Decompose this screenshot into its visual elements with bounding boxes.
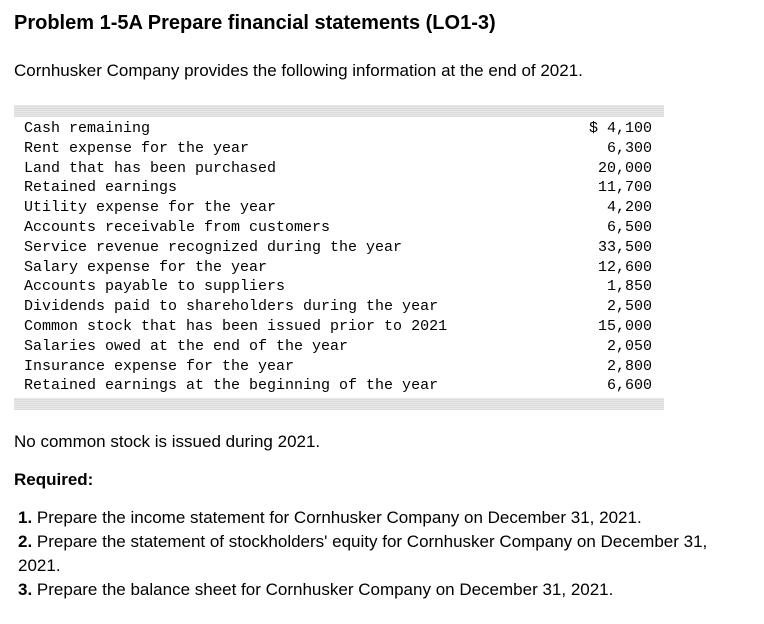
table-top-border <box>14 105 664 117</box>
requirement-item: 1. Prepare the income statement for Corn… <box>18 506 750 530</box>
table-row: Insurance expense for the year 2,800 <box>14 357 664 377</box>
row-label: Cash remaining <box>14 119 150 139</box>
requirement-text: Prepare the balance sheet for Cornhusker… <box>32 580 613 599</box>
row-label: Insurance expense for the year <box>14 357 294 377</box>
problem-title: Problem 1-5A Prepare financial statement… <box>14 12 750 35</box>
table-row: Retained earnings 11,700 <box>14 178 664 198</box>
row-value: 11,700 <box>598 178 664 198</box>
table-row: Accounts receivable from customers 6,500 <box>14 218 664 238</box>
note-text: No common stock is issued during 2021. <box>14 432 750 452</box>
row-value: 2,500 <box>607 297 664 317</box>
table-row: Utility expense for the year 4,200 <box>14 198 664 218</box>
row-label: Salary expense for the year <box>14 258 267 278</box>
row-label: Retained earnings <box>14 178 177 198</box>
row-value: 6,500 <box>607 218 664 238</box>
row-value: 1,850 <box>607 277 664 297</box>
row-label: Common stock that has been issued prior … <box>14 317 447 337</box>
table-body: Cash remaining$ 4,100Rent expense for th… <box>14 117 664 398</box>
table-row: Accounts payable to suppliers 1,850 <box>14 277 664 297</box>
table-row: Cash remaining $ 4,100 <box>14 119 664 139</box>
row-value: $ 4,100 <box>589 119 664 139</box>
table-row: Salaries owed at the end of the year 2,05… <box>14 337 664 357</box>
row-label: Accounts payable to suppliers <box>14 277 285 297</box>
row-value: 4,200 <box>607 198 664 218</box>
requirement-number: 1. <box>18 508 32 527</box>
row-value: 6,600 <box>607 376 664 396</box>
requirement-number: 3. <box>18 580 32 599</box>
row-label: Land that has been purchased <box>14 159 276 179</box>
row-value: 20,000 <box>598 159 664 179</box>
intro-text: Cornhusker Company provides the followin… <box>14 61 750 81</box>
requirements-list: 1. Prepare the income statement for Corn… <box>14 506 750 601</box>
row-value: 2,800 <box>607 357 664 377</box>
row-label: Service revenue recognized during the ye… <box>14 238 402 258</box>
row-label: Rent expense for the year <box>14 139 249 159</box>
row-label: Salaries owed at the end of the year <box>14 337 348 357</box>
table-row: Service revenue recognized during the ye… <box>14 238 664 258</box>
financial-data-table: Cash remaining$ 4,100Rent expense for th… <box>14 105 750 410</box>
row-label: Dividends paid to shareholders during th… <box>14 297 438 317</box>
row-value: 33,500 <box>598 238 664 258</box>
row-value: 12,600 <box>598 258 664 278</box>
requirement-text: Prepare the statement of stockholders' e… <box>18 532 707 575</box>
table-row: Salary expense for the year 12,600 <box>14 258 664 278</box>
table-row: Rent expense for the year 6,300 <box>14 139 664 159</box>
row-value: 2,050 <box>607 337 664 357</box>
row-label: Utility expense for the year <box>14 198 276 218</box>
table-row: Dividends paid to shareholders during th… <box>14 297 664 317</box>
row-label: Accounts receivable from customers <box>14 218 330 238</box>
row-label: Retained earnings at the beginning of th… <box>14 376 438 396</box>
table-row: Land that has been purchased 20,000 <box>14 159 664 179</box>
requirement-number: 2. <box>18 532 32 551</box>
table-bottom-border <box>14 398 664 410</box>
requirement-text: Prepare the income statement for Cornhus… <box>32 508 642 527</box>
table-row: Common stock that has been issued prior … <box>14 317 664 337</box>
required-heading: Required: <box>14 470 750 490</box>
row-value: 6,300 <box>607 139 664 159</box>
row-value: 15,000 <box>598 317 664 337</box>
requirement-item: 3. Prepare the balance sheet for Cornhus… <box>18 578 750 602</box>
table-row: Retained earnings at the beginning of th… <box>14 376 664 396</box>
requirement-item: 2. Prepare the statement of stockholders… <box>18 530 750 578</box>
